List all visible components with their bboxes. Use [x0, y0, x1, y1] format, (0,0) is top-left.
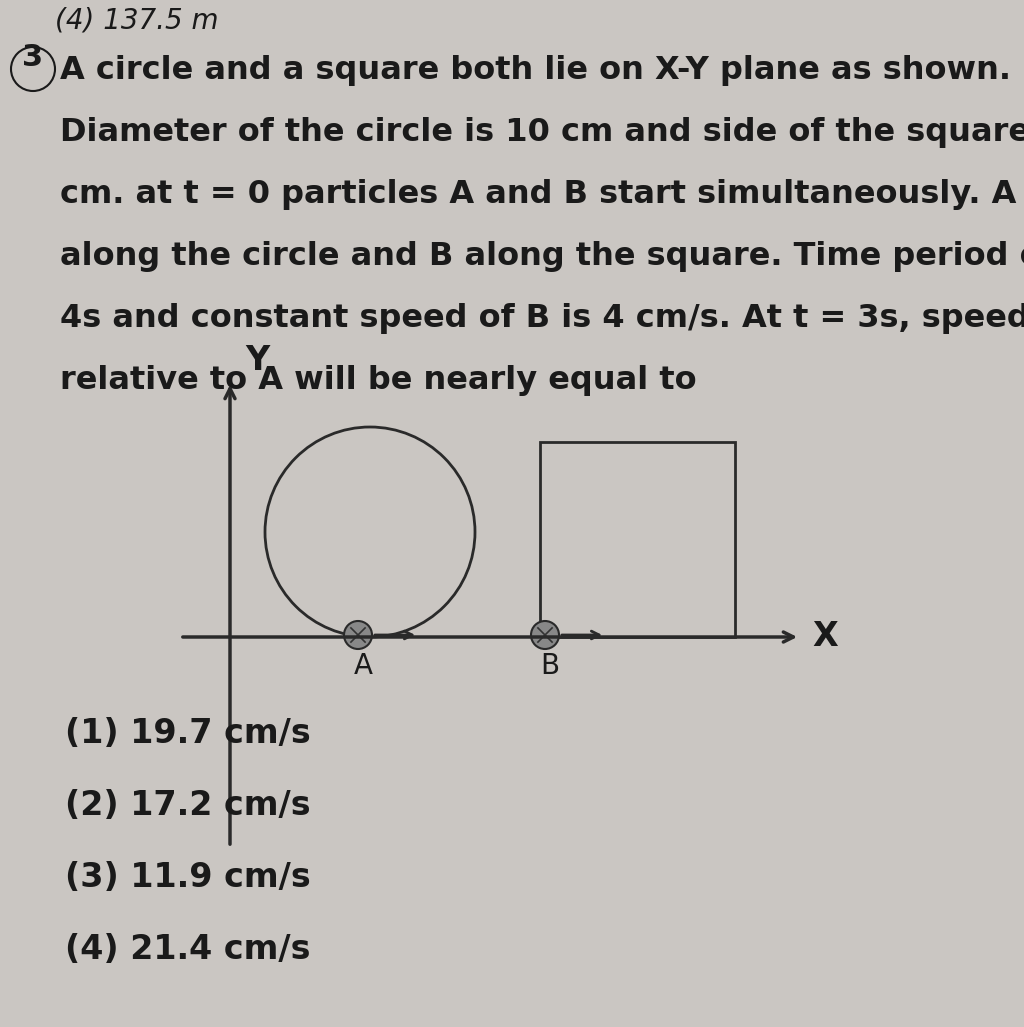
Text: X: X: [812, 620, 838, 653]
Text: 3: 3: [23, 42, 44, 72]
Text: B: B: [541, 652, 559, 680]
Text: A: A: [353, 652, 373, 680]
Text: along the circle and B along the square. Time period of A is: along the circle and B along the square.…: [60, 241, 1024, 272]
Bar: [540, 442, 735, 637]
Text: A circle and a square both lie on X-Y plane as shown.: A circle and a square both lie on X-Y pl…: [60, 55, 1011, 86]
Text: (4) 137.5 m: (4) 137.5 m: [55, 7, 218, 35]
Text: cm. at t = 0 particles A and B start simultaneously. A moves: cm. at t = 0 particles A and B start sim…: [60, 179, 1024, 210]
Text: relative to A will be nearly equal to: relative to A will be nearly equal to: [60, 365, 696, 396]
Text: (2) 17.2 cm/s: (2) 17.2 cm/s: [65, 789, 310, 822]
Text: 4s and constant speed of B is 4 cm/s. At t = 3s, speed of B: 4s and constant speed of B is 4 cm/s. At…: [60, 303, 1024, 334]
Text: (4) 21.4 cm/s: (4) 21.4 cm/s: [65, 933, 310, 966]
Text: Y: Y: [245, 344, 269, 377]
Text: (3) 11.9 cm/s: (3) 11.9 cm/s: [65, 861, 310, 893]
Text: (1) 19.7 cm/s: (1) 19.7 cm/s: [65, 717, 310, 750]
Circle shape: [531, 621, 559, 649]
Text: Diameter of the circle is 10 cm and side of the square is 10: Diameter of the circle is 10 cm and side…: [60, 117, 1024, 148]
Circle shape: [344, 621, 372, 649]
